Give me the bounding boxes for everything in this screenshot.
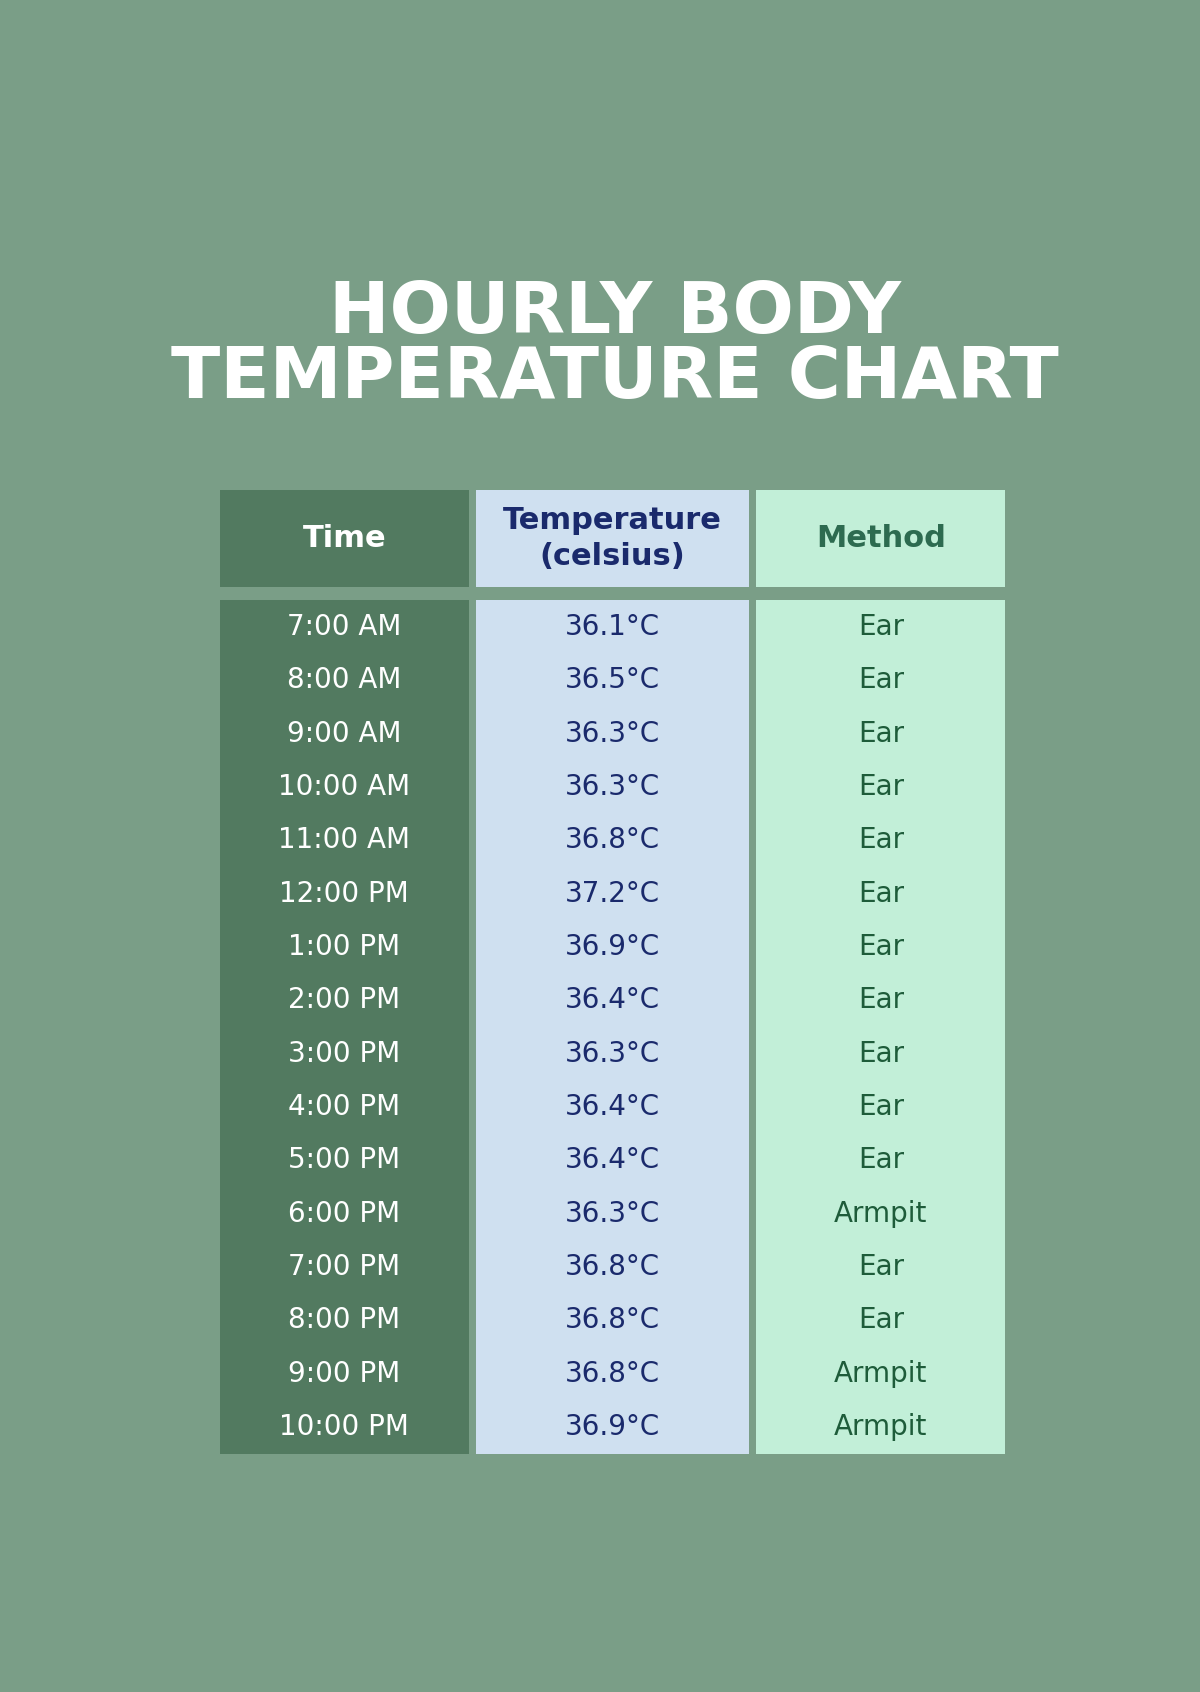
Text: Armpit: Armpit [834,1413,928,1442]
Text: 36.9°C: 36.9°C [565,1413,660,1442]
Text: 7:00 PM: 7:00 PM [288,1254,401,1281]
Bar [220,489,469,587]
Text: 10:00 AM: 10:00 AM [278,773,410,800]
Text: Method: Method [816,525,946,553]
Text: 12:00 PM: 12:00 PM [280,880,409,907]
Text: Ear: Ear [858,667,904,694]
Text: 36.3°C: 36.3°C [565,773,660,800]
Text: 36.3°C: 36.3°C [565,1041,660,1068]
Text: 36.3°C: 36.3°C [565,719,660,748]
Text: 36.8°C: 36.8°C [565,1360,660,1387]
Text: Ear: Ear [858,1254,904,1281]
Text: Ear: Ear [858,1093,904,1122]
Text: Ear: Ear [858,986,904,1015]
Text: Ear: Ear [858,880,904,907]
Text: 36.8°C: 36.8°C [565,1306,660,1335]
Bar [476,601,749,1453]
Text: 11:00 AM: 11:00 AM [278,826,410,854]
Text: Ear: Ear [858,932,904,961]
Text: Ear: Ear [858,826,904,854]
Text: TEMPERATURE CHART: TEMPERATURE CHART [172,345,1058,413]
Text: 2:00 PM: 2:00 PM [288,986,401,1015]
Text: Armpit: Armpit [834,1360,928,1387]
Text: 8:00 PM: 8:00 PM [288,1306,401,1335]
Bar [220,601,469,1453]
Text: Ear: Ear [858,1041,904,1068]
Text: 36.1°C: 36.1°C [565,613,660,641]
Text: 36.9°C: 36.9°C [565,932,660,961]
Text: Temperature
(celsius): Temperature (celsius) [503,506,722,570]
Text: Ear: Ear [858,613,904,641]
Text: 36.4°C: 36.4°C [565,1093,660,1122]
Text: 1:00 PM: 1:00 PM [288,932,401,961]
Bar [756,601,1006,1453]
Text: 8:00 AM: 8:00 AM [287,667,402,694]
Text: 36.3°C: 36.3°C [565,1200,660,1228]
Text: 36.4°C: 36.4°C [565,1147,660,1174]
Text: 36.8°C: 36.8°C [565,826,660,854]
Text: Ear: Ear [858,773,904,800]
Text: 6:00 PM: 6:00 PM [288,1200,401,1228]
Text: 10:00 PM: 10:00 PM [280,1413,409,1442]
Text: 4:00 PM: 4:00 PM [288,1093,401,1122]
Bar [476,489,749,587]
Text: 36.8°C: 36.8°C [565,1254,660,1281]
Text: 36.5°C: 36.5°C [565,667,660,694]
Text: 36.4°C: 36.4°C [565,986,660,1015]
Bar [756,489,1006,587]
Text: Time: Time [302,525,386,553]
Text: Ear: Ear [858,1306,904,1335]
Text: 37.2°C: 37.2°C [565,880,660,907]
Text: 9:00 AM: 9:00 AM [287,719,402,748]
Text: 5:00 PM: 5:00 PM [288,1147,401,1174]
Text: Armpit: Armpit [834,1200,928,1228]
Text: 7:00 AM: 7:00 AM [287,613,402,641]
Text: Ear: Ear [858,719,904,748]
Text: 3:00 PM: 3:00 PM [288,1041,401,1068]
Text: HOURLY BODY: HOURLY BODY [329,279,901,349]
Text: 9:00 PM: 9:00 PM [288,1360,401,1387]
Text: Ear: Ear [858,1147,904,1174]
